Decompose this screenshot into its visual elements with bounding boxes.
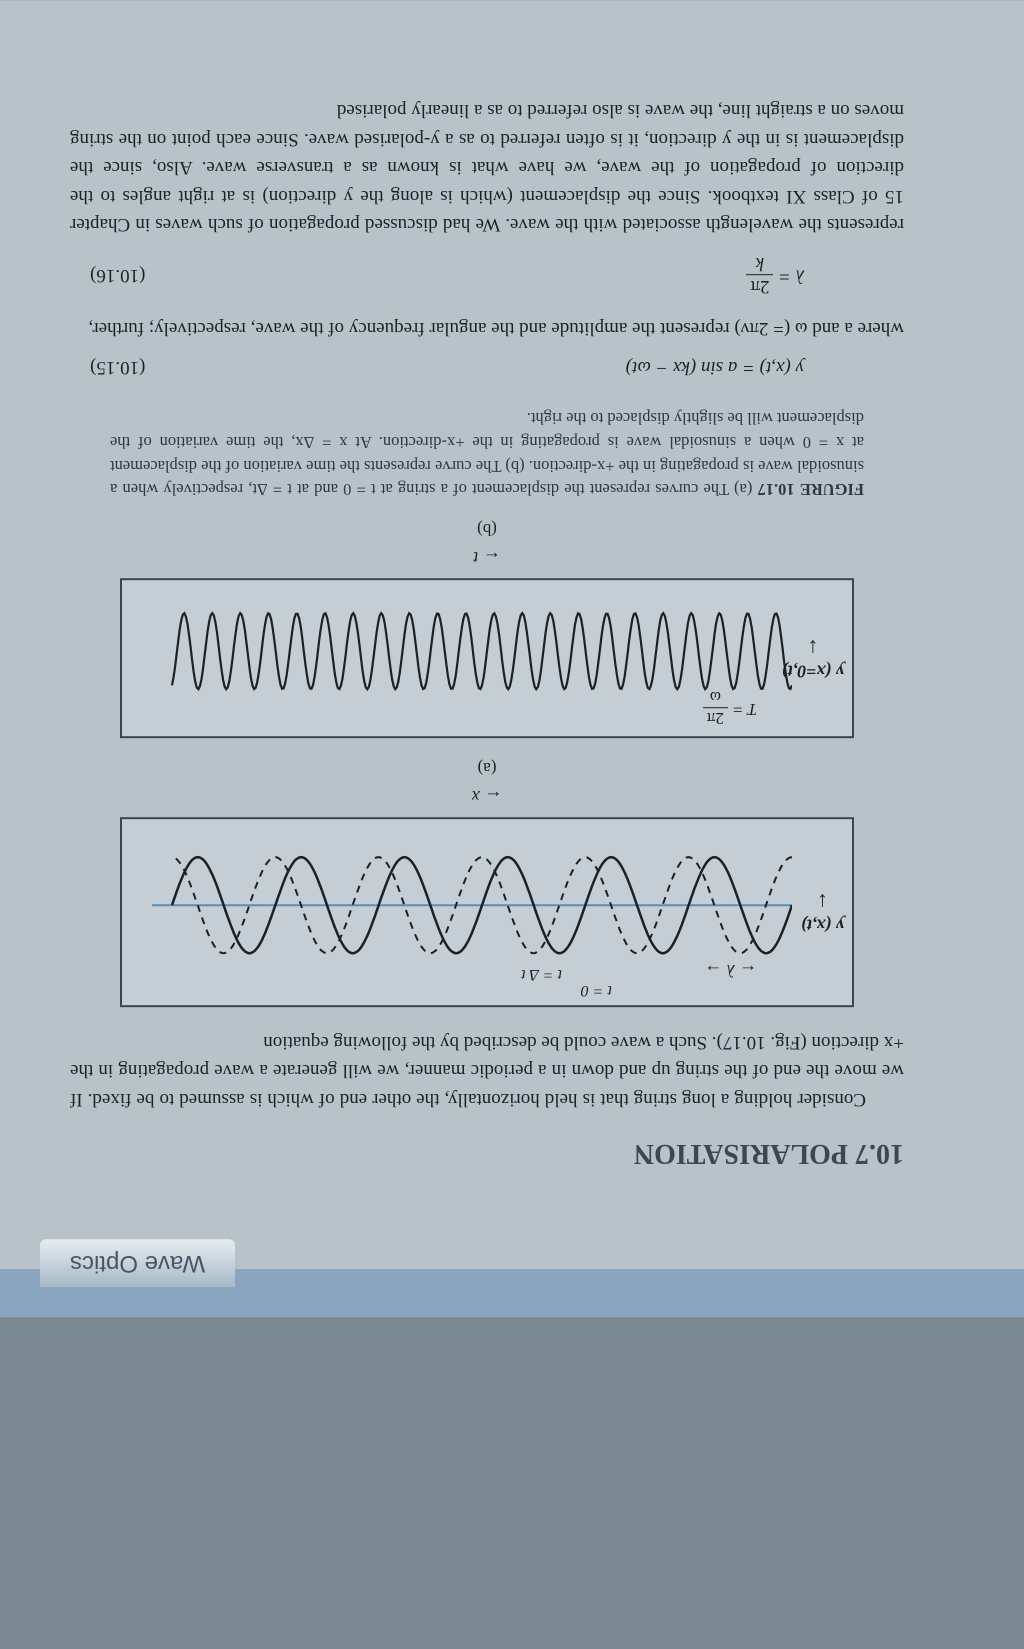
figure-b-ylabel: y (x=0,t) ↓ — [782, 635, 844, 682]
eq2-top: 2π — [746, 275, 773, 298]
caption-text: (a) The curves represent the displacemen… — [110, 409, 864, 500]
eq2-lhs: λ = 2π k — [746, 253, 804, 298]
figure-a-letter: (a) — [70, 759, 904, 779]
lambda-text: λ — [727, 962, 735, 982]
t0-label: t = 0 — [581, 982, 612, 1000]
eq2-bot: k — [746, 253, 773, 275]
equation-2: λ = 2π k (10.16) — [70, 253, 804, 298]
page: Wave Optics 10.7 POLARISATION Consider h… — [0, 0, 1024, 1317]
tdt-label: t = Δ t — [521, 966, 562, 984]
intro-paragraph: Consider holding a long string that is h… — [70, 1028, 904, 1114]
figure-b-x-axis: ← t — [120, 548, 854, 569]
arrow-down-icon: ↓ — [782, 635, 844, 661]
paragraph-3: represents the wavelength associated wit… — [70, 96, 904, 239]
paragraph-2: where a and ω (= 2πν) represent the ampl… — [70, 314, 904, 343]
figure-a-x-axis: ← x — [120, 787, 854, 808]
figure-b-letter: (b) — [70, 520, 904, 540]
figure-a-box: y (x,t) ↓ ← λ → t = 0 t = Δ t — [120, 818, 854, 1008]
section-number: 10.7 — [855, 1138, 904, 1169]
lambda-label: ← λ → — [704, 961, 757, 982]
fig-b-ylabel-text: y (x=0,t) — [782, 662, 844, 682]
figure-b-box: y (x=0,t) ↓ T = 2πω — [120, 579, 854, 739]
section-heading: 10.7 POLARISATION — [70, 1137, 904, 1169]
eq2-lhs-text: λ = — [778, 266, 804, 287]
period-label: T = 2πω — [703, 688, 757, 729]
figure-caption: FIGURE 10.17 (a) The curves represent th… — [110, 406, 864, 502]
fig-a-ylabel-text: y (x,t) — [801, 916, 844, 936]
equation-1: y (x,t) = a sin (kx − ωt) (10.15) — [70, 356, 804, 378]
eq1-text: y (x,t) = a sin (kx − ωt) — [626, 356, 804, 378]
eq2-number: (10.16) — [90, 264, 145, 286]
eq2-fraction: 2π k — [746, 253, 773, 298]
caption-bold: FIGURE 10.17 — [758, 481, 864, 500]
eq1-number: (10.15) — [90, 356, 145, 378]
figure-a-ylabel: y (x,t) ↓ — [801, 889, 844, 936]
arrow-down-icon: ↓ — [801, 889, 844, 915]
chapter-tab: Wave Optics — [40, 1239, 235, 1287]
section-title: POLARISATION — [634, 1138, 848, 1169]
wave-dense — [172, 614, 792, 690]
wave-b-svg — [152, 597, 792, 717]
content-area: 10.7 POLARISATION Consider holding a lon… — [0, 0, 1024, 1269]
wave-a-svg — [152, 836, 792, 986]
